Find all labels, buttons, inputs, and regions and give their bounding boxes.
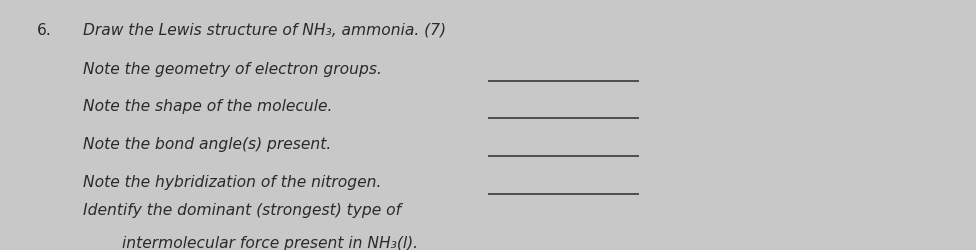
Text: Draw the Lewis structure of NH₃, ammonia. (7): Draw the Lewis structure of NH₃, ammonia…	[83, 22, 446, 38]
Text: Note the hybridization of the nitrogen.: Note the hybridization of the nitrogen.	[83, 174, 382, 189]
Text: intermolecular force present in NH₃(l).: intermolecular force present in NH₃(l).	[83, 235, 418, 250]
Text: 6.: 6.	[37, 22, 52, 38]
Text: Identify the dominant (strongest) type of: Identify the dominant (strongest) type o…	[83, 202, 401, 218]
Text: Note the bond angle(s) present.: Note the bond angle(s) present.	[83, 136, 331, 151]
Text: Note the geometry of electron groups.: Note the geometry of electron groups.	[83, 61, 382, 76]
Text: Note the shape of the molecule.: Note the shape of the molecule.	[83, 99, 333, 114]
